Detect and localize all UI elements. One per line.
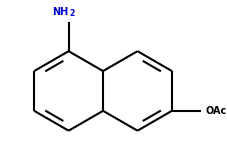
Text: NH: NH [52,7,69,17]
Text: 2: 2 [69,9,74,18]
Text: OAc: OAc [206,106,227,116]
